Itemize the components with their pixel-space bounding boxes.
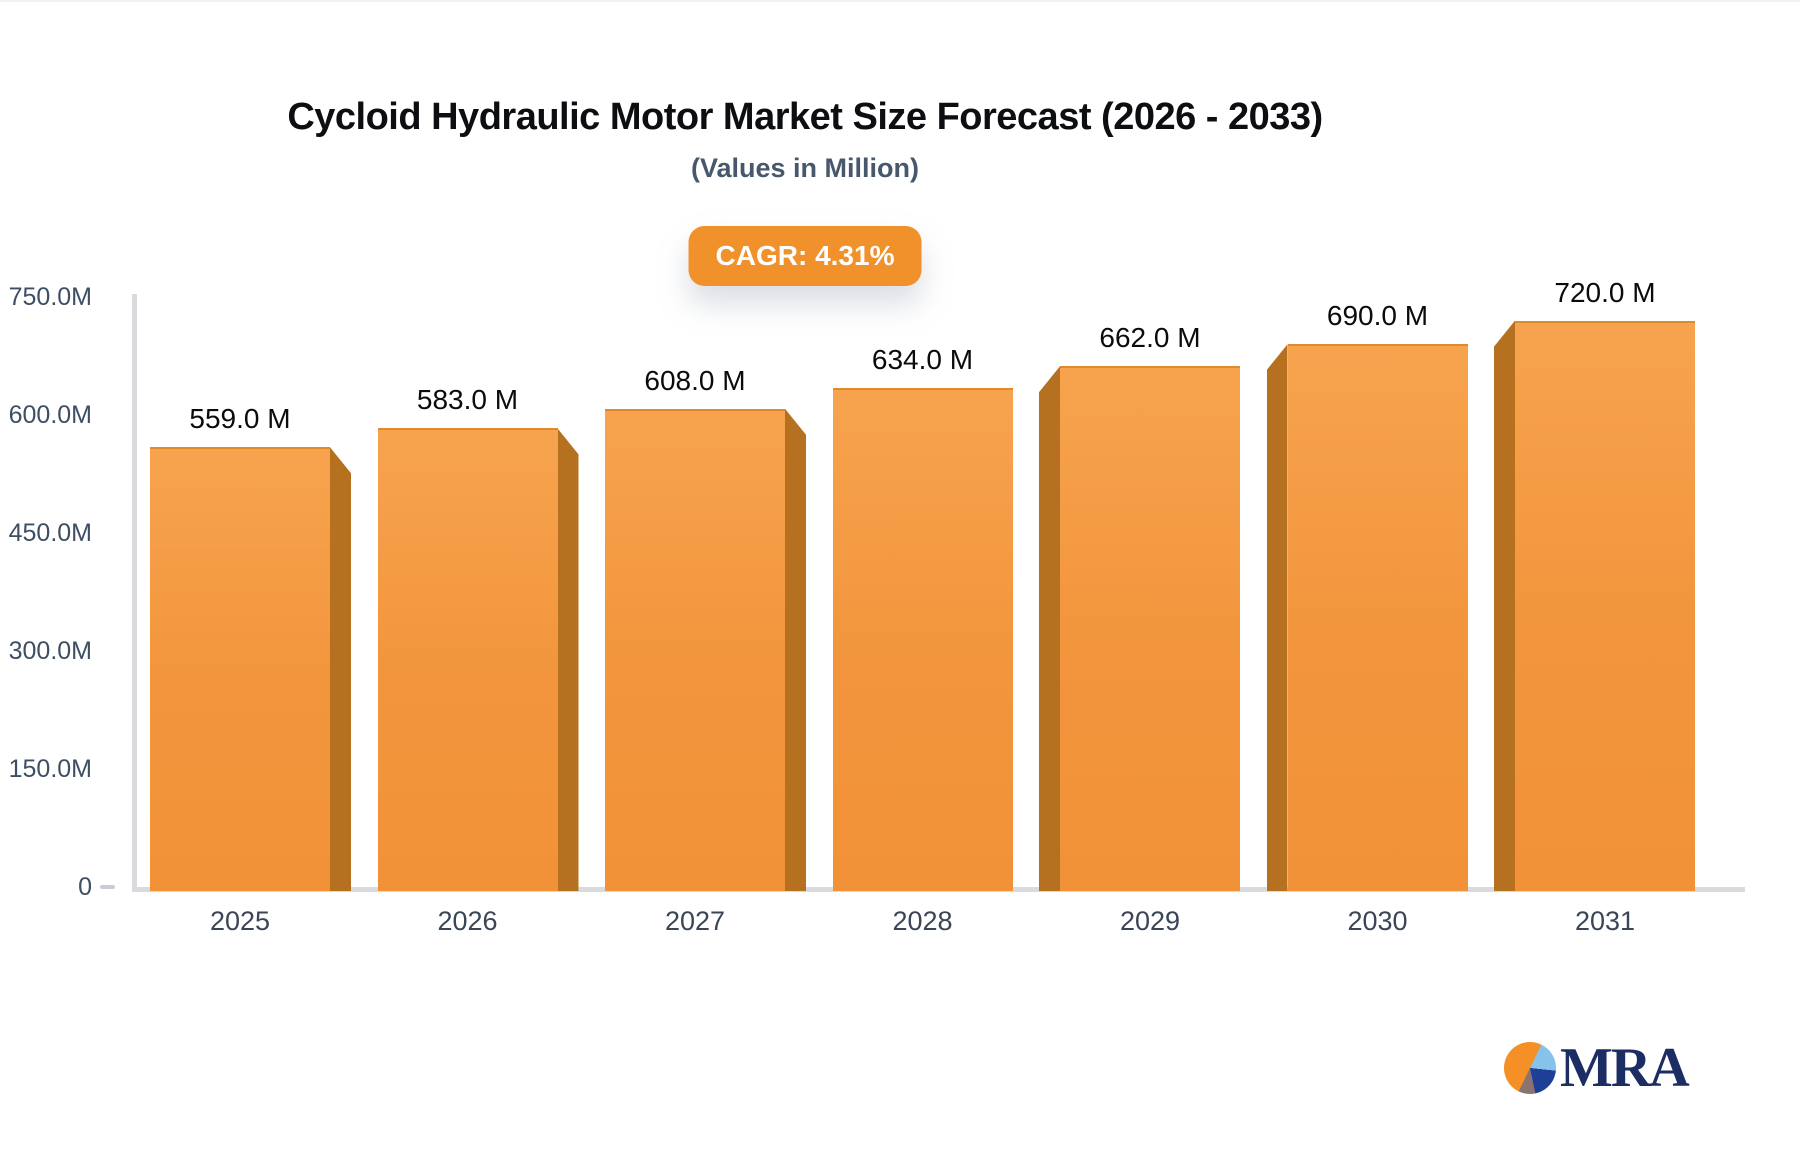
bar-2026 [377,428,558,891]
mra-logo-text: MRA [1560,1037,1690,1099]
bar-value-label-2028: 634.0 M [871,344,974,376]
bar-2030 [1287,344,1468,891]
x-axis-label-2025: 2025 [209,906,271,936]
bar-2025 [150,447,330,891]
bar-side-2025 [330,447,351,891]
bar-side-2031 [1494,320,1515,891]
y-axis-tick-label: 0 [78,873,92,901]
y-axis-tick-mark [100,885,115,889]
bar-2029 [1060,366,1240,891]
x-axis-label-2027: 2027 [664,906,726,936]
chart-header: Cycloid Hydraulic Motor Market Size Fore… [0,2,1610,184]
bar-side-2029 [1039,366,1060,891]
y-axis-tick-label: 450.0M [8,519,92,547]
bar-value-label-2025: 559.0 M [189,403,291,435]
x-axis-label-2030: 2030 [1347,906,1408,936]
bar-value-label-2029: 662.0 M [1099,322,1201,354]
chart-title: Cycloid Hydraulic Motor Market Size Fore… [287,96,1323,138]
x-axis-label-2026: 2026 [437,906,498,936]
y-axis-tick-label: 600.0M [8,401,92,429]
mra-logo-pie-icon [1504,1042,1556,1094]
bar-side-2030 [1266,344,1288,891]
x-axis-label-2028: 2028 [892,906,953,936]
cagr-badge: CAGR: 4.31% [688,226,922,286]
bar-value-label-2026: 583.0 M [416,384,519,416]
y-axis-tick-label: 300.0M [8,637,92,665]
chart-subtitle: (Values in Million) [690,153,920,183]
bar-value-label-2027: 608.0 M [644,364,746,396]
x-axis-label-2029: 2029 [1119,906,1181,936]
y-axis-tick-label: 150.0M [8,755,92,783]
y-axis-line [132,294,137,891]
mra-logo: MRA [1504,1037,1690,1099]
y-axis-tick-label: 750.0M [8,283,92,311]
bar-value-label-2030: 690.0 M [1326,300,1429,332]
bar-2027 [605,408,785,891]
bar-2031 [1515,320,1695,891]
bar-value-label-2031: 720.0 M [1554,276,1656,308]
bar-2028 [832,388,1013,891]
bar-side-2026 [557,428,579,891]
x-axis-label-2031: 2031 [1574,906,1636,936]
bar-side-2027 [785,408,806,891]
